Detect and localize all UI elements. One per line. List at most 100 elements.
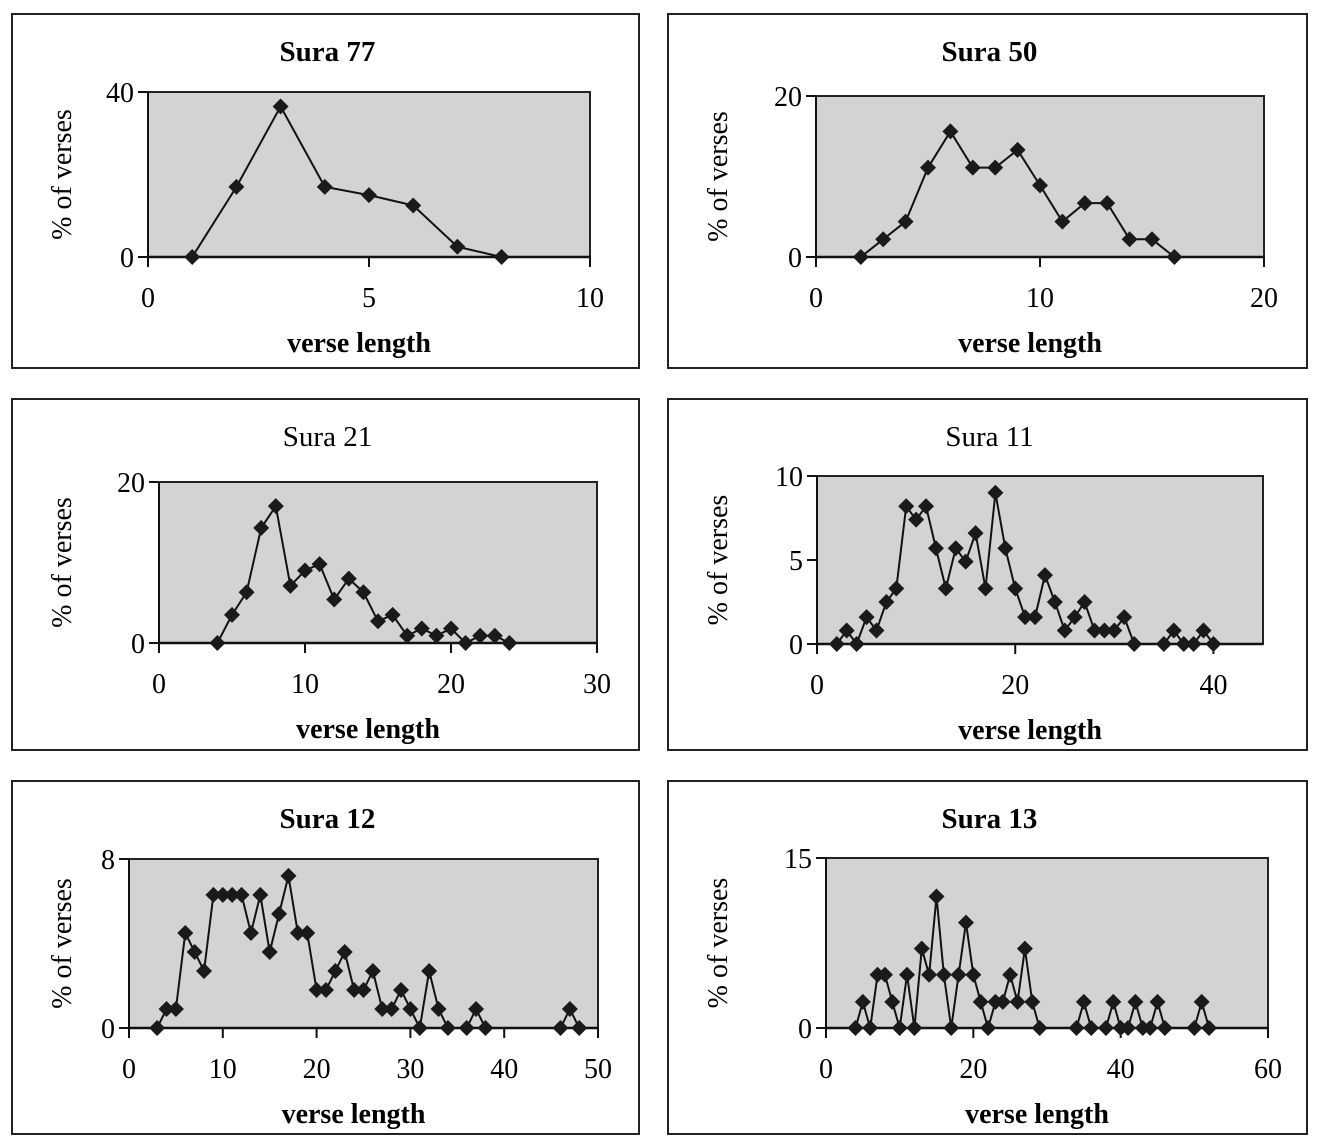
data-point-marker — [1144, 231, 1160, 248]
x-axis-label: verse length — [958, 715, 1102, 746]
data-point-marker — [1075, 993, 1092, 1010]
data-point-marker — [1086, 622, 1103, 639]
y-axis-label: % of verses — [47, 109, 78, 240]
x-tick-label: 30 — [583, 669, 611, 700]
chart-title: Sura 13 — [942, 803, 1038, 835]
data-point-marker — [317, 981, 334, 998]
plot-area — [147, 91, 591, 258]
data-point-marker — [1142, 1020, 1159, 1036]
x-tick-label: 20 — [959, 1054, 987, 1085]
chart-panel-sura-21: Sura 21 0 10 20 30 0 20 verse length % of verses — [11, 398, 640, 751]
data-point-marker — [228, 178, 245, 195]
chart-panel-sura-11: Sura 11 0 20 40 0 5 10 verse length % of verses — [667, 398, 1308, 751]
data-point-marker — [937, 580, 954, 597]
data-point-marker — [439, 1020, 456, 1036]
data-point-marker — [1193, 993, 1210, 1010]
plot-area — [128, 858, 599, 1029]
chart-title: Sura 12 — [280, 803, 376, 835]
data-point-marker — [421, 962, 438, 979]
x-tick-label: 60 — [1254, 1054, 1282, 1085]
data-point-marker — [486, 627, 503, 644]
data-point-marker — [994, 993, 1011, 1010]
chart-title: Sura 21 — [283, 421, 372, 453]
data-point-marker — [972, 993, 989, 1010]
chart-sura-21: Sura 21 0 10 20 30 0 20 verse length % of verses — [47, 421, 611, 745]
data-point-marker — [1032, 177, 1048, 194]
chart-sura-50: Sura 50 0 10 20 0 20 verse length % of verses — [703, 36, 1278, 359]
x-tick-label: 10 — [291, 669, 319, 700]
data-point-marker — [1056, 622, 1073, 639]
data-point-marker — [184, 249, 201, 265]
data-point-marker — [177, 924, 194, 941]
data-point-marker — [1007, 580, 1024, 597]
x-axis-label: verse length — [282, 1099, 426, 1130]
data-point-marker — [927, 540, 944, 557]
y-axis-label: % of verses — [703, 878, 734, 1009]
data-point-marker — [214, 886, 231, 903]
data-point-marker — [252, 886, 269, 903]
data-point-marker — [224, 606, 240, 623]
chart-title: Sura 77 — [280, 36, 376, 68]
data-point-marker — [1116, 609, 1133, 626]
x-tick-label: 0 — [152, 669, 166, 700]
data-point-marker — [443, 620, 459, 637]
data-point-marker — [1076, 195, 1093, 212]
data-point-marker — [1076, 594, 1093, 610]
data-point-marker — [1096, 622, 1113, 639]
data-point-marker — [346, 981, 363, 998]
x-tick-label: 10 — [209, 1054, 237, 1085]
data-point-marker — [878, 594, 895, 610]
y-tick-label: 0 — [788, 243, 802, 274]
data-point-marker — [402, 1000, 419, 1017]
data-point-marker — [1009, 993, 1026, 1010]
data-point-marker — [906, 1020, 923, 1036]
data-point-marker — [897, 213, 914, 230]
data-point-marker — [1120, 1020, 1137, 1036]
chart-sura-12: Sura 12 0 10 20 30 40 50 0 8 verse length % of ver… — [47, 803, 612, 1130]
data-point-marker — [405, 197, 422, 214]
data-point-marker — [1002, 966, 1019, 983]
data-point-marker — [1068, 1020, 1085, 1036]
chart-title: Sura 11 — [945, 421, 1033, 453]
data-point-marker — [209, 635, 226, 651]
chart-sura-13: Sura 13 0 20 40 60 0 15 verse length % of verses — [703, 803, 1282, 1130]
data-point-marker — [271, 905, 288, 922]
data-point-marker — [876, 966, 893, 983]
data-point-marker — [477, 1020, 494, 1036]
y-tick-label: 40 — [106, 78, 134, 109]
data-point-marker — [501, 635, 518, 651]
data-point-marker — [920, 159, 936, 176]
data-point-marker — [977, 580, 994, 597]
data-point-marker — [384, 606, 401, 623]
data-point-marker — [374, 1000, 391, 1017]
data-point-marker — [1099, 195, 1116, 212]
x-tick-label: 5 — [362, 283, 376, 314]
data-point-marker — [1165, 622, 1182, 639]
y-tick-label: 0 — [798, 1014, 812, 1045]
data-point-marker — [552, 1020, 569, 1036]
data-point-marker — [852, 249, 869, 265]
data-point-marker — [1027, 609, 1044, 626]
y-tick-label: 0 — [120, 243, 134, 274]
data-point-marker — [1009, 141, 1026, 158]
data-point-marker — [868, 622, 885, 639]
data-point-marker — [364, 962, 381, 979]
data-point-marker — [308, 981, 325, 998]
data-point-marker — [1166, 249, 1183, 265]
data-point-marker — [149, 1020, 166, 1036]
x-axis-label: verse length — [287, 328, 431, 359]
y-tick-label: 8 — [101, 845, 115, 876]
data-point-marker — [355, 584, 372, 601]
data-point-marker — [336, 943, 353, 960]
data-point-marker — [205, 886, 222, 903]
data-point-marker — [967, 525, 984, 542]
data-point-marker — [1054, 213, 1071, 230]
data-point-marker — [370, 613, 386, 630]
plot-area — [825, 857, 1269, 1029]
data-point-marker — [957, 914, 974, 931]
data-point-marker — [1149, 993, 1166, 1010]
data-point-marker — [1036, 567, 1053, 584]
data-point-marker — [997, 540, 1014, 557]
x-tick-label: 0 — [809, 283, 823, 314]
data-point-marker — [918, 498, 935, 515]
